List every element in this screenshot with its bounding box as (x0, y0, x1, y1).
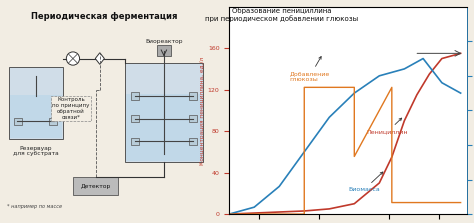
Y-axis label: Концентрация пенициллина, ед./л: Концентрация пенициллина, ед./л (200, 56, 205, 165)
Bar (156, 45, 171, 56)
Bar (189, 138, 197, 145)
Text: Добавление
глюкозы: Добавление глюкозы (289, 57, 329, 82)
Text: Детектор: Детектор (81, 184, 111, 189)
Bar (73, 177, 118, 195)
Text: Контроль
по принципу
обратной
связи*: Контроль по принципу обратной связи* (52, 97, 90, 120)
Bar (14, 118, 22, 125)
Bar (125, 63, 203, 162)
Bar (131, 115, 139, 122)
Bar (131, 138, 139, 145)
Polygon shape (95, 53, 104, 64)
Text: Биореактор: Биореактор (145, 39, 182, 44)
Text: Биомасса: Биомасса (348, 172, 383, 192)
Circle shape (66, 52, 80, 65)
Text: Образование пенициллина
при периодическом добавлении глюкозы: Образование пенициллина при периодическо… (205, 7, 359, 21)
Text: Периодическая ферментация: Периодическая ферментация (31, 12, 177, 21)
Text: * например по массе: * например по массе (7, 204, 62, 209)
Bar (49, 118, 57, 125)
Bar (126, 93, 202, 161)
Bar (189, 115, 197, 122)
Bar (9, 67, 63, 139)
Bar (10, 95, 62, 138)
Bar (189, 92, 197, 100)
Bar (131, 92, 139, 100)
Text: Резервуар
для субстрата: Резервуар для субстрата (13, 146, 59, 157)
Text: Пенициллин: Пенициллин (367, 118, 408, 134)
